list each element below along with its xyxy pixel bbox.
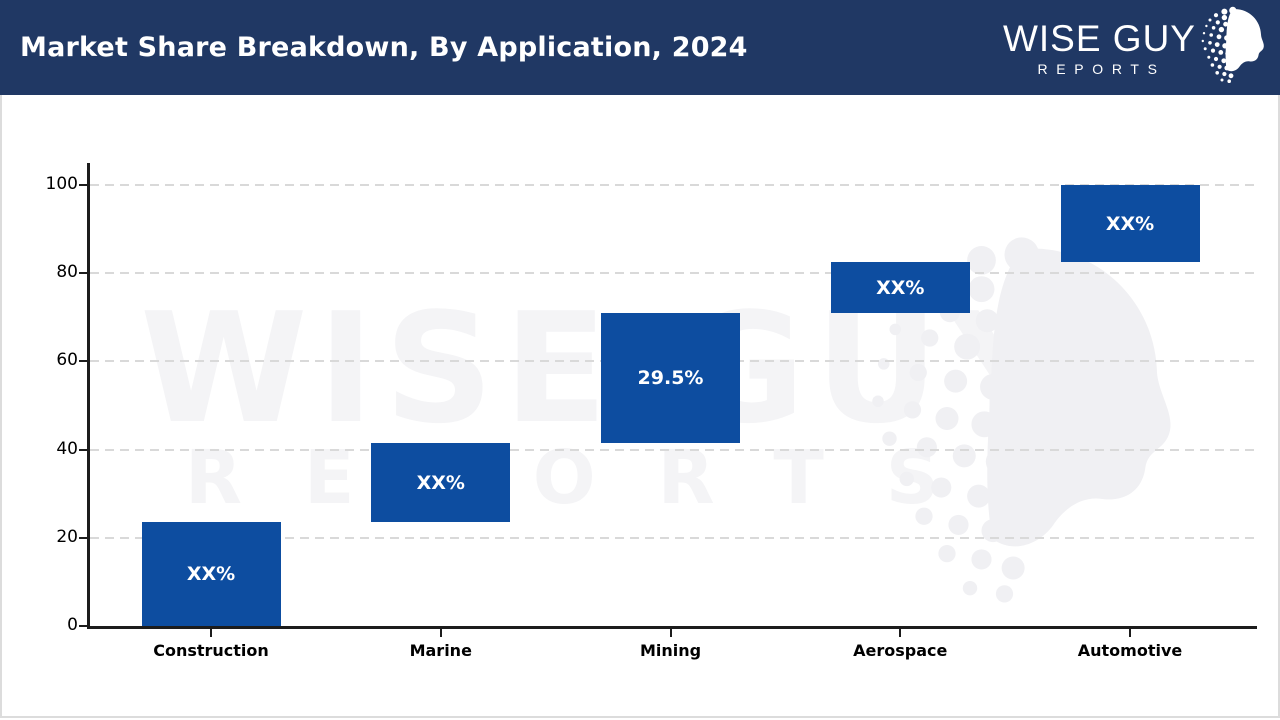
bar-value-label-construction: XX% (186, 563, 236, 586)
y-tick-80 (79, 272, 87, 275)
y-tick-60 (79, 360, 87, 363)
y-tick-label-0: 0 (67, 615, 78, 635)
bar-aerospace: XX% (830, 262, 970, 313)
x-category-label-marine: Marine (409, 641, 472, 660)
x-axis-line (87, 626, 1257, 629)
bar-automotive: XX% (1060, 185, 1200, 263)
header-bar: Market Share Breakdown, By Application, … (0, 0, 1280, 95)
x-category-label-aerospace: Aerospace (853, 641, 948, 660)
chart-title: Market Share Breakdown, By Application, … (20, 32, 748, 63)
y-tick-20 (79, 536, 87, 539)
x-category-label-construction: Construction (153, 641, 269, 660)
y-axis-line (87, 163, 90, 629)
wise-guy-logo: WISE GUY REPORTS (1003, 6, 1270, 88)
gridline-20 (90, 536, 1257, 539)
bar-construction: XX% (141, 522, 281, 626)
x-tick-mining (669, 629, 672, 637)
logo-wordmark: WISE GUY (1002, 17, 1196, 59)
y-tick-0 (79, 625, 87, 627)
y-tick-label-20: 20 (56, 526, 78, 547)
bar-marine: XX% (371, 442, 511, 523)
bar-value-label-mining: 29.5% (637, 366, 704, 389)
bar-value-label-aerospace: XX% (876, 276, 925, 299)
logo-dotted-head-icon (1198, 6, 1270, 88)
gridline-40 (90, 448, 1257, 451)
y-tick-100 (79, 184, 87, 186)
x-tick-automotive (1129, 629, 1131, 637)
x-tick-marine (439, 629, 442, 637)
x-tick-aerospace (899, 629, 902, 637)
y-tick-label-40: 40 (56, 438, 78, 459)
y-tick-label-100: 100 (45, 174, 78, 194)
bar-mining: 29.5% (601, 312, 740, 443)
y-tick-40 (79, 448, 87, 451)
gridline-80 (90, 272, 1257, 275)
bar-value-label-automotive: XX% (1105, 212, 1155, 235)
x-tick-construction (210, 629, 212, 637)
y-tick-label-80: 80 (56, 262, 78, 283)
x-category-label-automotive: Automotive (1077, 641, 1183, 660)
gridline-100 (90, 184, 1257, 186)
x-category-label-mining: Mining (639, 641, 702, 660)
logo-text: WISE GUY REPORTS (1003, 18, 1196, 77)
y-tick-label-60: 60 (56, 350, 78, 371)
logo-subtext: REPORTS (1037, 60, 1166, 77)
bar-value-label-marine: XX% (416, 471, 465, 494)
